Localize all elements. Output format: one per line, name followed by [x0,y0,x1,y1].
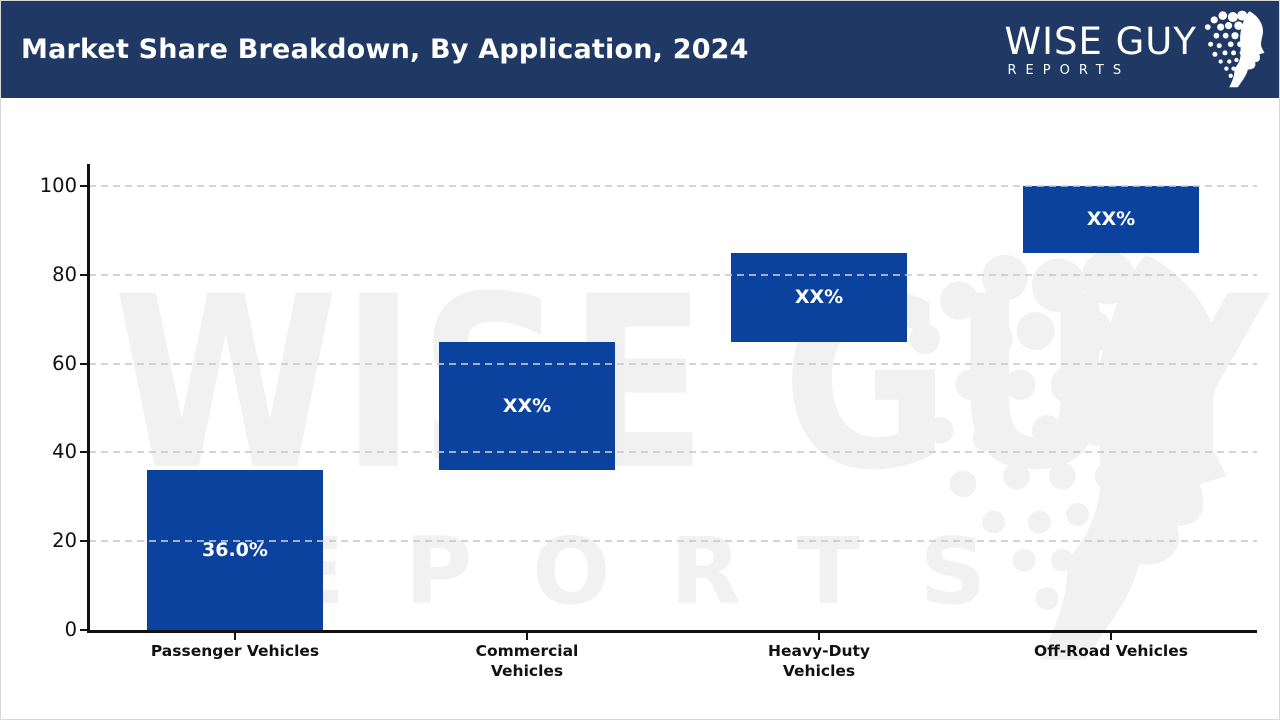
y-tick-mark [80,185,88,188]
gridline [89,540,1257,543]
y-tick-label: 20 [52,529,77,553]
y-tick-mark [80,540,88,543]
x-axis-line [87,630,1257,633]
y-tick-mark [80,362,88,365]
x-tick-mark [818,632,820,640]
y-tick-label: 0 [64,618,77,641]
y-axis-line [87,164,90,632]
brand-name: WISE GUY [1004,19,1197,63]
bar [147,470,323,630]
category-label: Commercial Vehicles [475,642,579,681]
page-title: Market Share Breakdown, By Application, … [21,34,749,65]
gridline [89,362,1257,365]
x-tick-mark [1110,632,1112,640]
bar-value-label: XX% [1086,208,1136,231]
bar [1023,186,1199,253]
y-tick-label: 100 [39,174,77,198]
gridline [89,273,1257,276]
bar-value-label: XX% [502,394,552,417]
x-tick-mark [526,632,528,640]
bar-value-label: XX% [794,286,844,309]
brand-logo: WISE GUY REPORTS [1005,7,1271,93]
brand-subtitle: REPORTS [1007,62,1131,78]
y-tick-label: 80 [52,262,77,286]
y-tick-mark [80,273,88,276]
brand-face-icon [1199,7,1271,93]
y-tick-mark [80,451,88,454]
category-label: Off-Road Vehicles [1034,642,1188,660]
gridline [89,451,1257,454]
y-tick-label: 40 [52,440,77,464]
brand-wordmark: WISE GUY REPORTS [1005,23,1197,77]
y-tick-mark [80,629,88,631]
bar-value-label: 36.0% [202,539,268,562]
header-bar: Market Share Breakdown, By Application, … [1,1,1279,98]
y-tick-label: 60 [52,351,77,375]
x-tick-mark [234,632,236,640]
category-label: Passenger Vehicles [150,642,320,660]
category-label: Heavy-Duty Vehicles [768,642,870,681]
gridline [89,185,1257,188]
bar [731,252,907,342]
